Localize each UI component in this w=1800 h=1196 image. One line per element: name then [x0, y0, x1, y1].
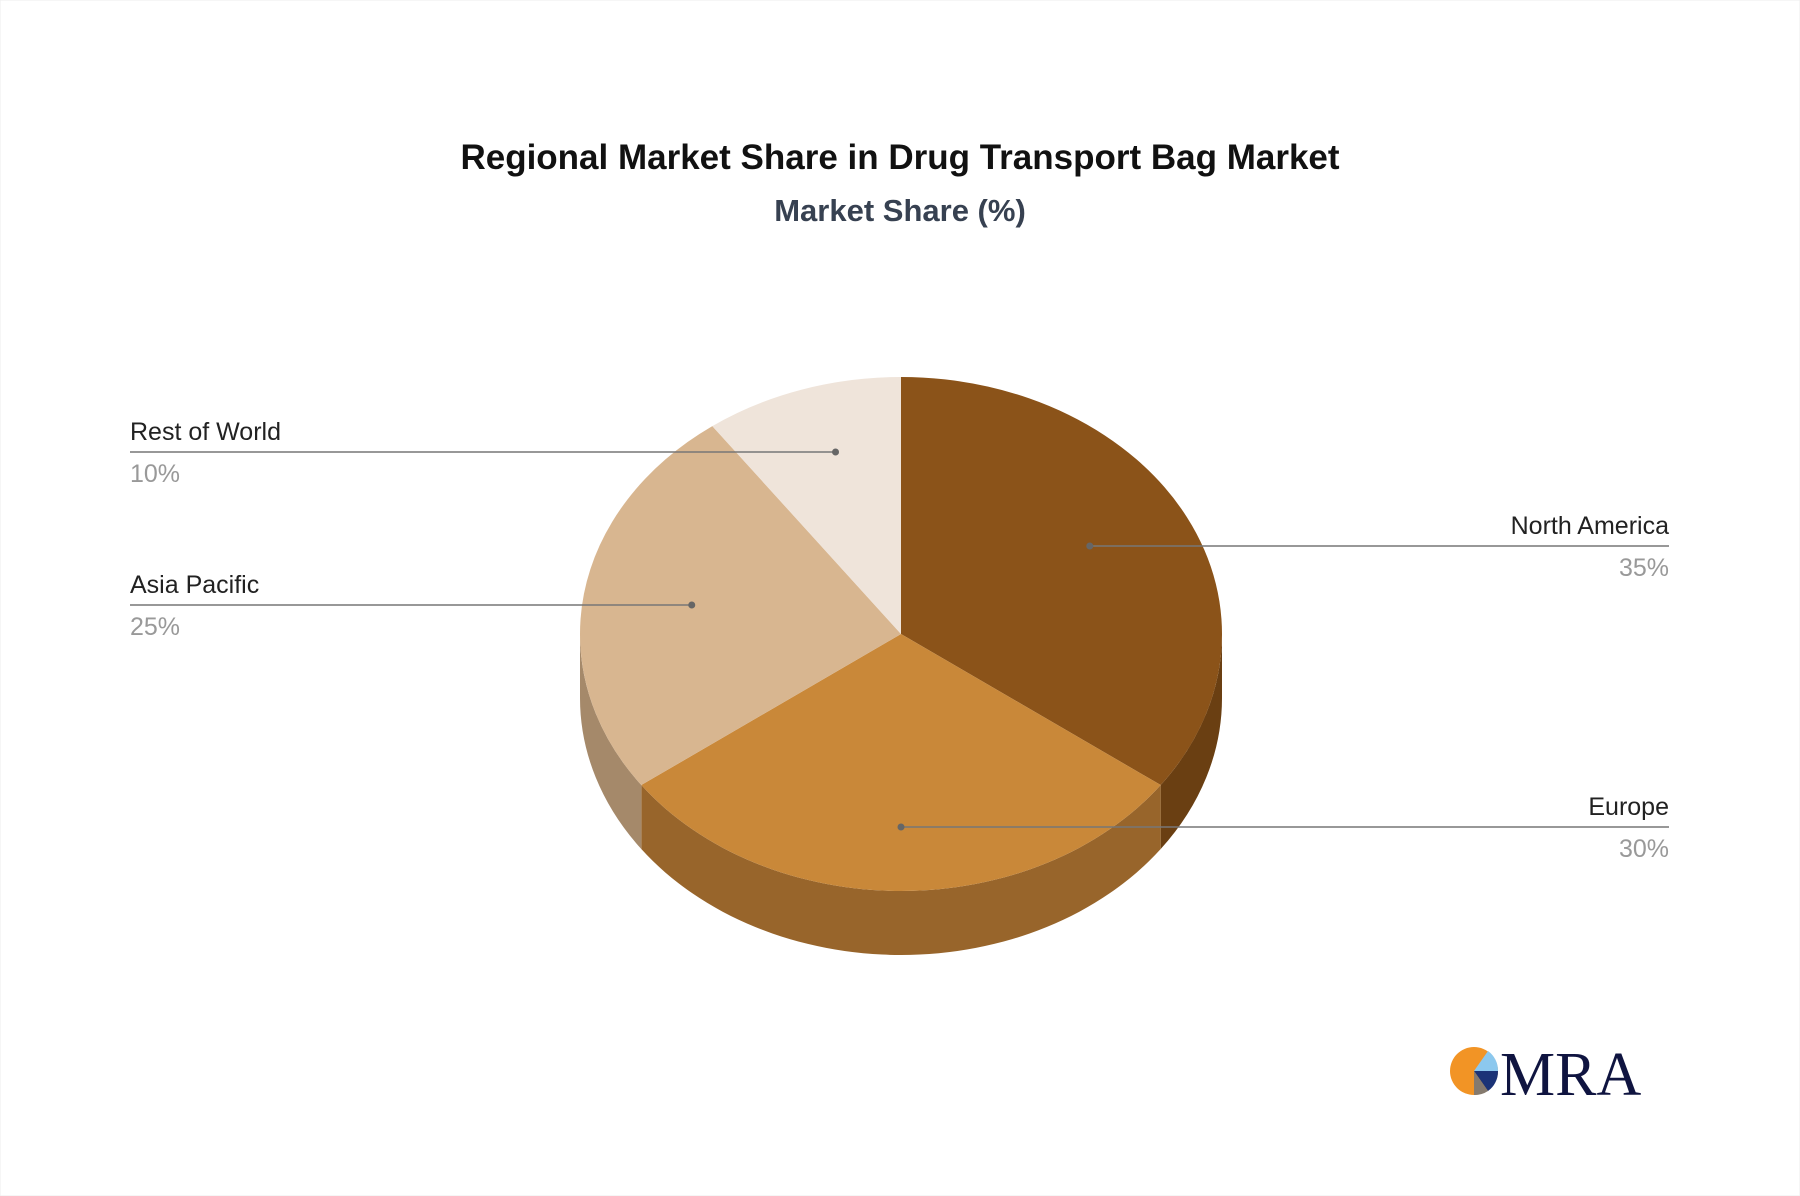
- slice-value-label: 25%: [130, 613, 180, 641]
- slice-side-1: [641, 785, 1161, 956]
- slice-value-label: 30%: [1619, 835, 1669, 863]
- chart-title: Regional Market Share in Drug Transport …: [460, 138, 1339, 177]
- chart-subtitle: Market Share (%): [774, 193, 1026, 228]
- slice-label: Europe: [1588, 793, 1669, 821]
- slice-side-2: [580, 634, 642, 850]
- pie-slice-rest-of-world[interactable]: [712, 377, 901, 634]
- slice-label: Asia Pacific: [130, 571, 259, 599]
- leader-dot: [832, 448, 840, 456]
- slice-value-label: 35%: [1619, 554, 1669, 582]
- leader-dot: [1086, 542, 1094, 550]
- pie-slices: [580, 377, 1222, 891]
- slice-side-0: [1160, 634, 1222, 850]
- leader-dot: [897, 823, 905, 831]
- pie-labels: North America 35% Europe 30% Asia Pacific 25%…: [130, 418, 1669, 863]
- slice-label: North America: [1511, 512, 1669, 540]
- pie-sides: [580, 634, 1222, 956]
- pie-slice-asia-pacific[interactable]: [580, 426, 901, 786]
- leader-dot: [688, 601, 696, 609]
- slice-value-label: 10%: [130, 460, 180, 488]
- slice-label: Rest of World: [130, 418, 281, 446]
- pie-slice-north-america[interactable]: [901, 377, 1222, 786]
- logo-text: MRA: [1500, 1041, 1641, 1109]
- mra-logo: MRA: [1450, 1041, 1641, 1109]
